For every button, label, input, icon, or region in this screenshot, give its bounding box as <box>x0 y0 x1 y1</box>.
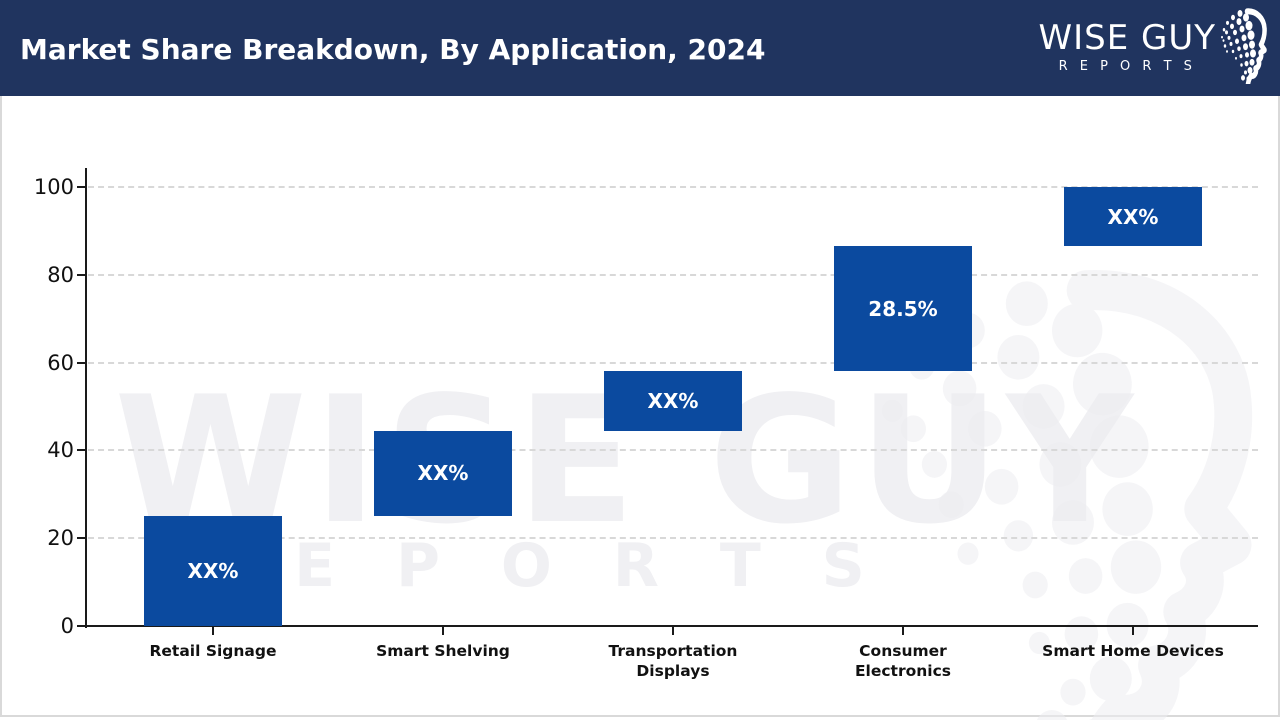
bar-retail-signage: XX% <box>144 516 282 626</box>
y-tick-label-40: 40 <box>47 438 74 463</box>
y-tick-label-20: 20 <box>47 526 74 551</box>
gridline-60 <box>88 361 1258 364</box>
y-tick-label-60: 60 <box>47 350 74 375</box>
watermark-head-icon <box>842 268 1262 720</box>
bar-label-retail-signage: XX% <box>187 559 239 584</box>
y-tick-mark-60 <box>77 361 85 364</box>
bar-smart-shelving: XX% <box>374 430 512 517</box>
x-tick-mark-smart-home-devices <box>1132 627 1134 635</box>
x-tick-label-smart-home-devices: Smart Home Devices <box>1018 641 1248 661</box>
y-tick-mark-100 <box>77 186 85 188</box>
x-tick-mark-consumer-electronics <box>902 627 904 635</box>
x-tick-label-line: Retail Signage <box>149 642 277 660</box>
x-tick-label-retail-signage: Retail Signage <box>98 641 328 661</box>
wise-guy-logo: WISE GUY R E P O R T S <box>1038 8 1268 84</box>
chart-card: WISE GUY R E P O R T S <box>0 96 1280 720</box>
x-tick-mark-retail-signage <box>212 627 214 635</box>
x-tick-mark-smart-shelving <box>442 627 444 635</box>
logo-head-icon <box>1218 8 1268 84</box>
x-tick-label-line: Displays <box>636 662 710 680</box>
x-tick-mark-transportation-displays <box>672 627 674 635</box>
logo-text: WISE GUY R E P O R T S <box>1038 18 1216 75</box>
y-tick-mark-80 <box>77 273 85 276</box>
gridline-100 <box>88 186 1258 188</box>
x-tick-label-transportation-displays: Transportation Displays <box>558 641 788 681</box>
y-tick-mark-0 <box>77 625 85 627</box>
y-tick-label-0: 0 <box>60 614 74 638</box>
header-bar: Market Share Breakdown, By Application, … <box>0 0 1280 96</box>
bar-transportation-displays: XX% <box>604 371 742 431</box>
x-tick-label-line: Consumer <box>859 642 947 660</box>
bar-label-smart-home-devices: XX% <box>1107 204 1159 229</box>
y-tick-mark-40 <box>77 449 85 452</box>
gridline-80 <box>88 273 1258 276</box>
x-tick-label-consumer-electronics: Consumer Electronics <box>788 641 1018 681</box>
gridline-40 <box>88 449 1258 452</box>
logo-wordmark: WISE GUY <box>1038 17 1216 58</box>
gridline-20 <box>88 537 1258 540</box>
x-tick-label-line: Transportation <box>608 642 738 660</box>
x-axis-line <box>85 625 1258 627</box>
bar-label-transportation-displays: XX% <box>647 389 699 413</box>
page-title: Market Share Breakdown, By Application, … <box>20 33 766 66</box>
y-axis-line <box>85 168 87 628</box>
x-tick-label-line: Smart Shelving <box>376 642 510 660</box>
y-tick-label-80: 80 <box>47 262 74 287</box>
y-tick-label-100: 100 <box>33 175 74 199</box>
bar-smart-home-devices: XX% <box>1064 187 1202 247</box>
x-tick-label-smart-shelving: Smart Shelving <box>328 641 558 661</box>
y-tick-mark-20 <box>77 537 85 540</box>
bar-label-smart-shelving: XX% <box>417 461 469 486</box>
bar-consumer-electronics: 28.5% <box>834 246 972 372</box>
x-tick-label-line: Smart Home Devices <box>1042 642 1224 660</box>
watermark-subtitle: R E P O R T S <box>187 531 885 601</box>
x-tick-label-line: Electronics <box>854 662 952 680</box>
bar-label-consumer-electronics: 28.5% <box>868 296 938 321</box>
logo-subtitle: R E P O R T S <box>1058 58 1196 74</box>
